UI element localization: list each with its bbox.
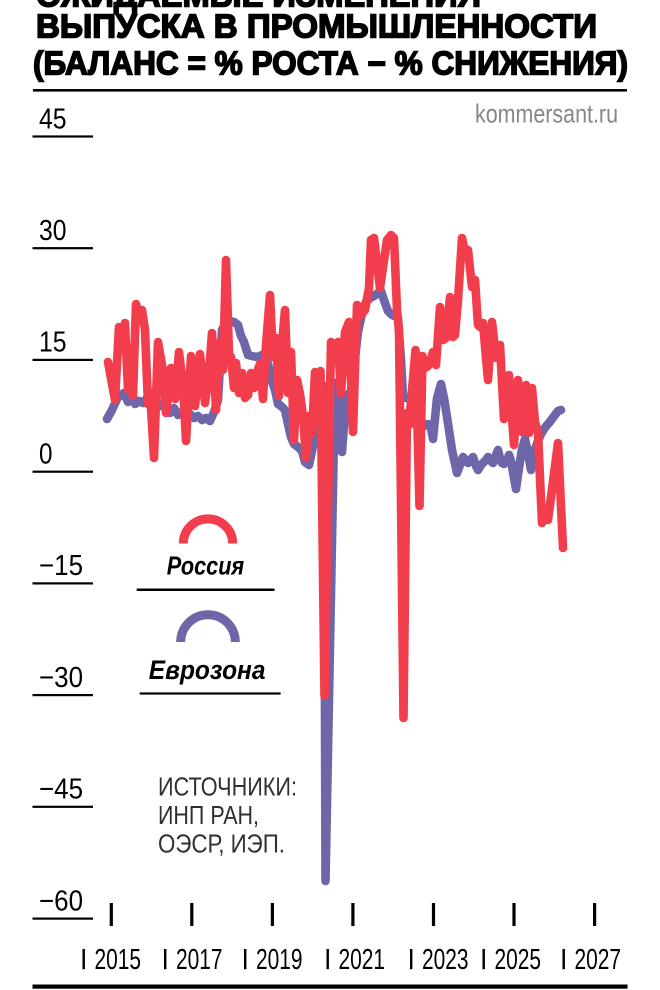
svg-text:−60: −60	[39, 885, 83, 917]
svg-text:2023: 2023	[422, 944, 469, 976]
svg-text:kommersant.ru: kommersant.ru	[475, 99, 618, 129]
svg-text:ОЭСР, ИЭП.: ОЭСР, ИЭП.	[158, 830, 285, 858]
svg-text:30: 30	[39, 215, 67, 247]
svg-text:2021: 2021	[339, 944, 386, 976]
svg-text:2017: 2017	[176, 944, 223, 976]
svg-text:45: 45	[39, 103, 67, 135]
svg-text:0: 0	[39, 439, 53, 471]
svg-text:2015: 2015	[95, 944, 142, 976]
svg-text:Еврозона: Еврозона	[149, 655, 266, 685]
svg-text:−45: −45	[39, 774, 83, 806]
svg-text:Россия: Россия	[167, 551, 245, 581]
svg-text:ИНП РАН,: ИНП РАН,	[158, 802, 259, 830]
svg-text:(БАЛАНС = % РОСТА − % СНИЖЕНИЯ: (БАЛАНС = % РОСТА − % СНИЖЕНИЯ)	[33, 45, 628, 82]
svg-text:2025: 2025	[495, 944, 542, 976]
svg-text:−15: −15	[39, 550, 83, 582]
svg-text:ИСТОЧНИКИ:: ИСТОЧНИКИ:	[158, 774, 297, 802]
svg-text:2027: 2027	[575, 944, 622, 976]
svg-text:ОЖИДАЕМЫЕ ИЗМЕНЕНИЯ: ОЖИДАЕМЫЕ ИЗМЕНЕНИЯ	[36, 0, 481, 14]
svg-text:2019: 2019	[256, 944, 303, 976]
svg-text:15: 15	[39, 327, 67, 359]
svg-text:ВЫПУСКА В ПРОМЫШЛЕННОСТИ: ВЫПУСКА В ПРОМЫШЛЕННОСТИ	[36, 8, 597, 45]
svg-text:−30: −30	[39, 662, 83, 694]
